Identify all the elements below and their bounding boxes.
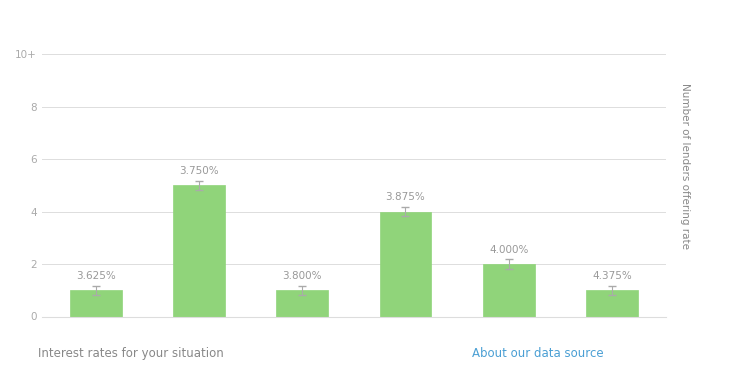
Y-axis label: Number of lenders offering rate: Number of lenders offering rate	[680, 83, 690, 249]
Bar	[173, 185, 225, 316]
Text: Interest rates for your situation: Interest rates for your situation	[38, 347, 224, 360]
Text: 3.800%: 3.800%	[283, 271, 322, 281]
Text: About our data source: About our data source	[472, 347, 604, 360]
Text: 3.750%: 3.750%	[179, 166, 219, 176]
Text: 3.625%: 3.625%	[76, 271, 116, 281]
Bar	[70, 290, 122, 316]
Text: 3.875%: 3.875%	[386, 192, 425, 202]
Text: 4.000%: 4.000%	[489, 245, 529, 255]
Bar	[483, 264, 535, 316]
Bar	[380, 211, 431, 316]
Bar	[586, 290, 638, 316]
Text: 4.375%: 4.375%	[592, 271, 632, 281]
Bar	[277, 290, 328, 316]
